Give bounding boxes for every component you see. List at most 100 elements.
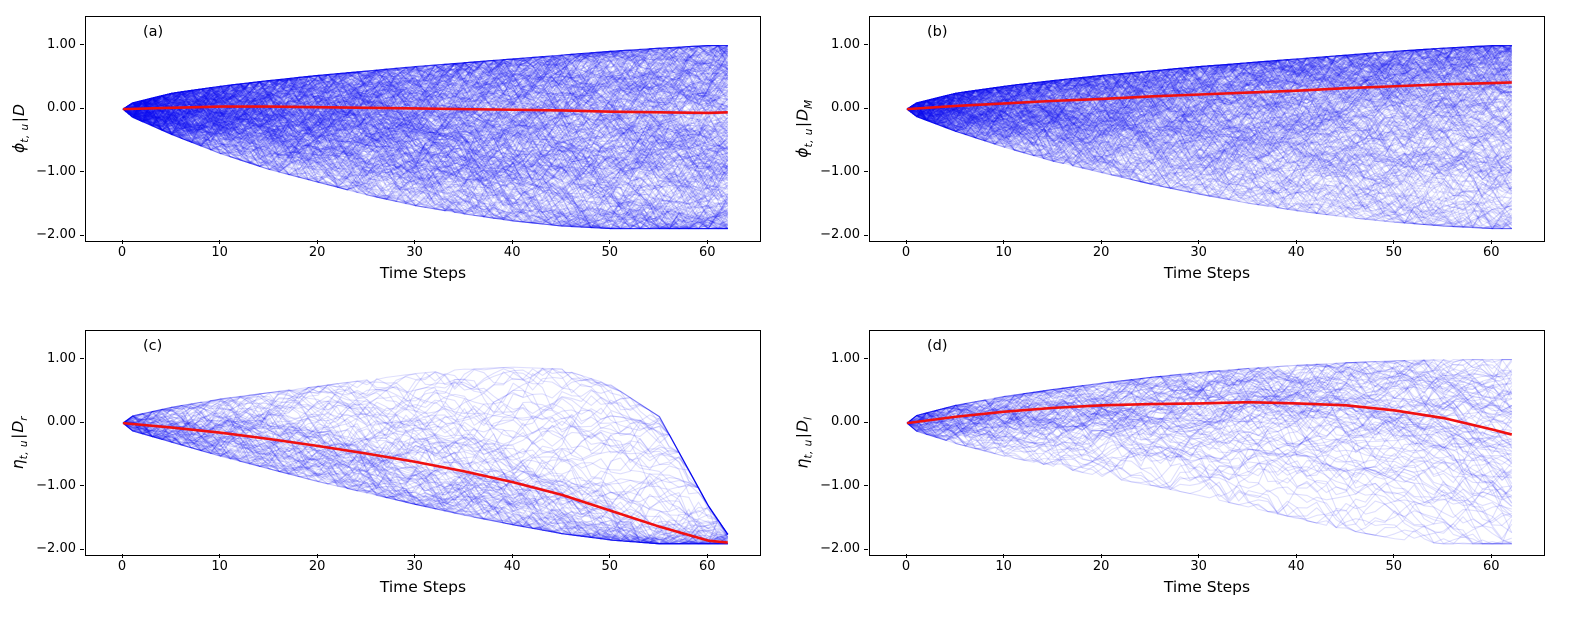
ylabel-separator: | [9, 434, 28, 440]
x-tick-mark [1295, 240, 1297, 244]
x-tick-label: 50 [601, 559, 618, 574]
x-tick-mark [1100, 554, 1102, 558]
x-tick-mark [1393, 240, 1395, 244]
x-tick-label: 60 [698, 559, 716, 574]
x-tick-label: 30 [1190, 559, 1207, 574]
x-tick-mark [1003, 554, 1005, 558]
y-tick-label: −1.00 [36, 477, 76, 493]
x-axis-label: Time Steps [379, 264, 467, 282]
x-tick-mark [1198, 554, 1200, 558]
x-tick-label: 50 [1385, 245, 1402, 260]
ylabel-symbol: ϕ [9, 143, 28, 154]
panel-letter: (c) [143, 338, 163, 354]
x-tick-label: 20 [308, 559, 326, 574]
panel-letter: (a) [143, 24, 164, 40]
x-tick-label: 20 [1092, 245, 1110, 260]
ylabel-separator: | [9, 117, 28, 123]
x-tick-label: 40 [503, 559, 521, 574]
x-tick-label: 0 [117, 245, 127, 260]
x-tick-label: 10 [995, 245, 1012, 260]
ylabel-subscript: t, u [18, 123, 31, 144]
y-tick-mark [864, 358, 868, 360]
x-tick-mark [905, 554, 907, 558]
y-tick-label: 0.00 [831, 100, 860, 116]
y-tick-mark [80, 358, 84, 360]
x-tick-label: 40 [1287, 245, 1305, 260]
x-tick-mark [905, 240, 907, 244]
ylabel-symbol: η [9, 459, 28, 470]
ylabel-symbol: η [793, 459, 812, 469]
y-tick-mark [80, 421, 84, 423]
x-tick-label: 0 [901, 245, 911, 260]
y-tick-mark [80, 107, 84, 109]
x-tick-mark [121, 240, 123, 244]
x-tick-label: 40 [1287, 559, 1305, 574]
y-tick-label: −2.00 [36, 227, 76, 243]
x-axis-label: Time Steps [379, 578, 467, 596]
panel-b: ϕt, u|DM (b) Time Steps 0 10 20 30 40 50 60 1.0… [784, 0, 1569, 314]
x-tick-label: 30 [406, 559, 423, 574]
x-tick-mark [219, 240, 221, 244]
x-tick-mark [1003, 240, 1005, 244]
y-tick-mark [80, 548, 84, 550]
x-tick-label: 0 [901, 559, 911, 574]
y-tick-label: 0.00 [47, 414, 76, 430]
plot-area [85, 330, 761, 556]
plot-area [869, 16, 1545, 242]
y-tick-mark [864, 44, 868, 46]
x-tick-mark [609, 554, 611, 558]
y-tick-label: 0.00 [831, 414, 860, 430]
x-tick-label: 20 [1092, 559, 1110, 574]
trajectory-canvas [86, 331, 759, 554]
x-tick-mark [609, 240, 611, 244]
y-tick-mark [80, 171, 84, 173]
y-tick-mark [80, 485, 84, 487]
x-tick-label: 20 [308, 245, 326, 260]
x-tick-mark [1100, 240, 1102, 244]
x-tick-label: 0 [117, 559, 127, 574]
x-tick-mark [316, 240, 318, 244]
y-tick-mark [80, 44, 84, 46]
y-tick-label: 1.00 [831, 350, 860, 366]
y-tick-mark [864, 171, 868, 173]
y-tick-mark [864, 107, 868, 109]
y-tick-mark [80, 234, 84, 236]
x-tick-label: 50 [1385, 559, 1402, 574]
panel-c: ηt, u|Dr (c) Time Steps 0 10 20 30 40 50 60 1.0… [0, 314, 784, 628]
x-tick-label: 50 [601, 245, 618, 260]
ylabel-symbol: ϕ [793, 147, 812, 159]
x-tick-mark [1393, 554, 1395, 558]
ylabel-subscript: t, u [18, 440, 31, 460]
x-tick-mark [414, 554, 416, 558]
x-tick-label: 30 [1190, 245, 1207, 260]
x-tick-label: 60 [1482, 245, 1500, 260]
x-tick-mark [316, 554, 318, 558]
y-tick-label: 1.00 [47, 36, 76, 52]
ylabel-separator: | [793, 122, 812, 128]
x-tick-mark [121, 554, 123, 558]
y-tick-label: 1.00 [831, 36, 860, 52]
y-tick-mark [864, 548, 868, 550]
y-tick-mark [864, 234, 868, 236]
x-tick-mark [1490, 554, 1492, 558]
panel-letter: (d) [927, 338, 948, 354]
x-tick-mark [414, 240, 416, 244]
panel-d: ηt, u|Dl (d) Time Steps 0 10 20 30 40 50 60 1.0… [784, 314, 1569, 628]
y-tick-label: −2.00 [820, 227, 860, 243]
panel-a: ϕt, u|D (a) Time Steps 0 10 20 30 40 50 60 1.00… [0, 0, 784, 314]
y-tick-label: −2.00 [820, 541, 860, 557]
x-tick-mark [706, 554, 708, 558]
x-tick-label: 60 [1482, 559, 1500, 574]
x-tick-mark [511, 240, 513, 244]
ylabel-subscript: t, u [802, 439, 815, 460]
plot-area [85, 16, 761, 242]
x-tick-label: 60 [698, 245, 716, 260]
y-tick-label: −1.00 [820, 477, 860, 493]
panel-letter: (b) [927, 24, 948, 40]
trajectory-canvas [870, 17, 1543, 240]
y-tick-label: −2.00 [36, 541, 76, 557]
x-tick-mark [706, 240, 708, 244]
x-axis-label: Time Steps [1163, 264, 1251, 282]
y-tick-label: −1.00 [36, 163, 76, 179]
